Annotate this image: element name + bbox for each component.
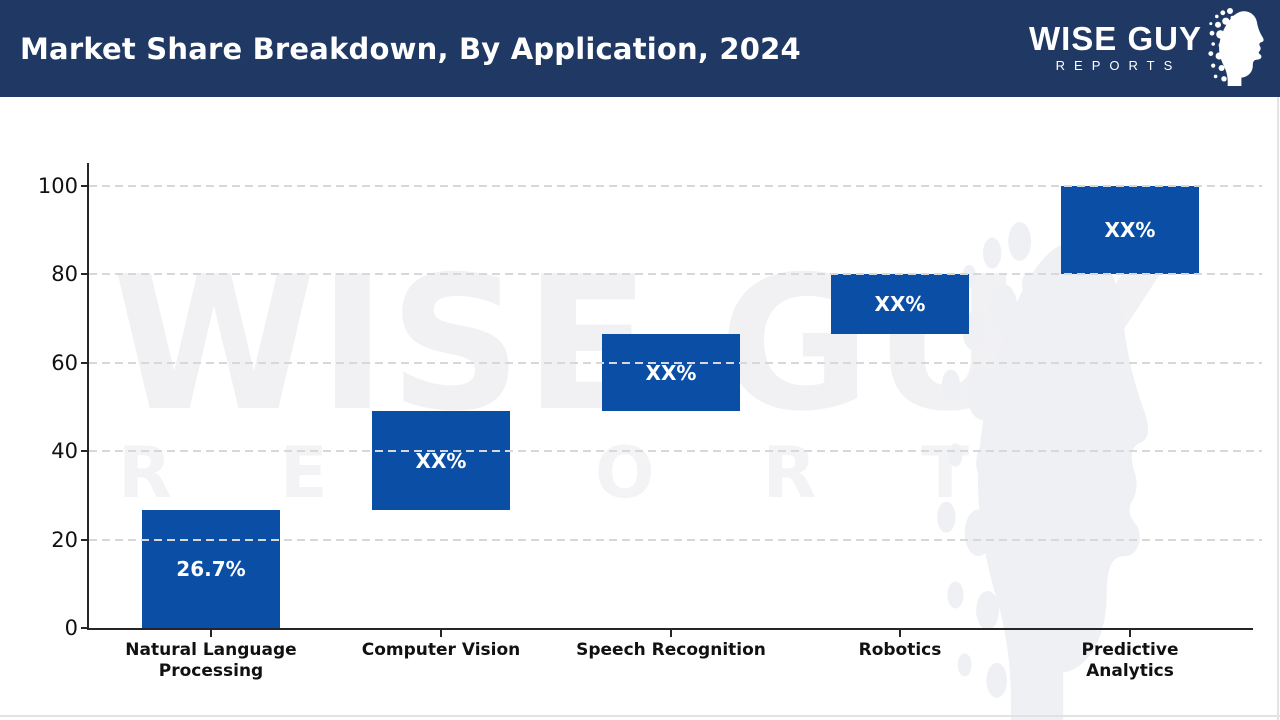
bar-value-label: XX%	[415, 448, 467, 473]
gridline	[89, 185, 1262, 187]
bar-value-label: 26.7%	[176, 556, 246, 581]
chart-title: Market Share Breakdown, By Application, …	[20, 31, 801, 66]
y-tick-mark	[81, 627, 88, 629]
y-tick-mark	[81, 538, 88, 541]
logo-text: WISE GUY REPORTS	[1029, 22, 1202, 72]
logo-wordmark: WISE GUY	[1028, 20, 1202, 57]
bar	[602, 334, 740, 412]
bar	[142, 509, 280, 628]
y-tick-label: 60	[51, 350, 78, 375]
bar-value-label: XX%	[645, 360, 697, 385]
bar	[831, 274, 969, 335]
y-tick-mark	[81, 450, 88, 453]
x-tick-mark	[1129, 630, 1131, 637]
bar	[372, 411, 510, 510]
bar-value-label: XX%	[1104, 218, 1156, 243]
right-edge-line	[1277, 97, 1279, 720]
x-tick-mark	[899, 630, 901, 637]
x-tick-mark	[440, 630, 442, 637]
x-tick-label: Predictive Analytics	[1081, 640, 1179, 681]
y-tick-label: 100	[37, 174, 78, 198]
bar	[1061, 186, 1199, 275]
y-tick-mark	[81, 361, 88, 364]
header-bar: Market Share Breakdown, By Application, …	[0, 0, 1280, 97]
y-axis-spine	[87, 163, 89, 629]
x-axis-spine	[87, 628, 1253, 630]
y-tick-label: 20	[51, 527, 78, 552]
face-profile-icon	[1208, 8, 1264, 86]
wise-guy-reports-logo: WISE GUY REPORTS	[1029, 8, 1272, 86]
y-tick-label: 0	[64, 616, 78, 640]
x-tick-mark	[670, 630, 672, 637]
gridline	[89, 538, 1262, 541]
y-tick-mark	[81, 273, 88, 276]
logo-subtitle: REPORTS	[1055, 58, 1182, 73]
y-tick-label: 80	[51, 262, 78, 287]
gridline	[89, 450, 1262, 453]
x-tick-label: Speech Recognition	[576, 640, 766, 660]
x-tick-label: Robotics	[858, 640, 942, 660]
gridline	[89, 361, 1262, 364]
x-tick-label: Computer Vision	[361, 640, 521, 660]
bottom-edge-line	[0, 715, 1280, 717]
gridline	[89, 273, 1262, 276]
x-tick-label: Natural Language Processing	[125, 640, 297, 681]
x-tick-mark	[210, 630, 212, 637]
y-tick-mark	[81, 185, 88, 187]
bar-value-label: XX%	[874, 292, 926, 317]
y-tick-label: 40	[51, 439, 78, 464]
